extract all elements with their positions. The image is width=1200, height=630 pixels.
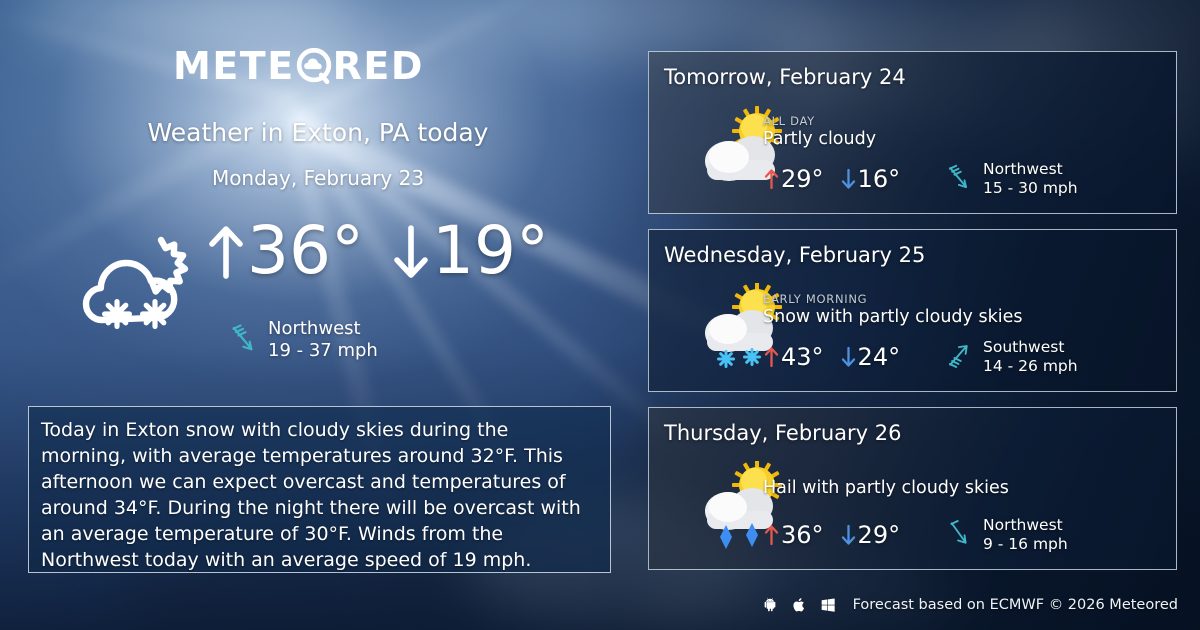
today-wind-direction: Northwest (268, 318, 361, 339)
forecast-metrics: 36° 29° (763, 516, 1068, 554)
forecast-period: EARLY MORNING (763, 292, 868, 306)
forecast-wind: Southwest 14 - 26 mph (945, 338, 1078, 376)
forecast-min-group: 24° (840, 342, 901, 371)
forecast-body: Hail with partly cloudy skies (763, 478, 1167, 570)
forecast-max-group: 36° (763, 523, 824, 547)
today-wind: Northwest 19 - 37 mph (228, 318, 378, 361)
forecast-card[interactable]: Tomorrow, February 24 (648, 51, 1177, 214)
forecast-wind-text: Northwest 15 - 30 mph (983, 160, 1078, 198)
forecast-wind-text: Northwest 9 - 16 mph (983, 516, 1068, 554)
forecast-metrics: 43° 24° (763, 338, 1078, 376)
forecast-min-group: 29° (840, 520, 901, 549)
forecast-min-temp: 24° (857, 342, 901, 371)
forecast-wind: Northwest 15 - 30 mph (945, 160, 1078, 198)
forecast-wind-direction: Northwest (983, 160, 1063, 178)
forecast-max-temp: 29° (781, 164, 824, 193)
arrow-down-icon (390, 220, 432, 282)
hail-partly-cloudy-icon (695, 460, 795, 551)
forecast-temperatures: 36° 29° (763, 523, 945, 547)
arrow-up-icon (205, 220, 247, 282)
apple-icon[interactable] (791, 597, 807, 613)
forecast-temperatures: 29° 16° (763, 167, 945, 191)
forecast-wind-text: Southwest 14 - 26 mph (983, 338, 1078, 376)
forecast-card[interactable]: Wednesday, February 25 (648, 229, 1177, 392)
android-icon[interactable] (762, 597, 778, 613)
meteored-logo[interactable]: METE RED (173, 44, 424, 88)
windows-icon[interactable] (820, 597, 836, 613)
page-title: Weather in Exton, PA today (147, 118, 489, 147)
today-min-temp: 19° (431, 212, 549, 289)
today-wind-speed: 19 - 37 mph (268, 339, 378, 361)
logo-text-right: RED (332, 44, 424, 88)
wind-direction-southwest-icon (945, 340, 972, 374)
forecast-min-group: 16° (840, 164, 901, 193)
arrow-up-icon (763, 345, 780, 369)
forecast-max-temp: 36° (781, 520, 824, 549)
forecast-wind-direction: Southwest (983, 338, 1065, 356)
today-description-text: Today in Exton snow with cloudy skies du… (41, 419, 581, 572)
arrow-down-icon (840, 345, 857, 369)
today-max-temp: 36° (247, 212, 364, 289)
today-description-box: Today in Exton snow with cloudy skies du… (28, 406, 611, 573)
forecast-date: Thursday, February 26 (664, 421, 902, 445)
forecast-period: ALL DAY (763, 114, 815, 128)
forecast-max-group: 43° (763, 345, 824, 369)
forecast-body: ALL DAY Partly cloudy (763, 114, 1167, 206)
forecast-wind-speed: 14 - 26 mph (983, 356, 1078, 375)
today-max-temp-group: 36° (205, 218, 364, 284)
forecast-temperatures: 43° 24° (763, 345, 945, 369)
partly-cloudy-icon (695, 105, 795, 195)
forecast-wind: Northwest 9 - 16 mph (945, 516, 1068, 554)
forecast-metrics: 29° 16° (763, 160, 1078, 198)
forecast-condition: Hail with partly cloudy skies (763, 478, 1009, 498)
arrow-up-icon (763, 523, 780, 547)
forecast-date: Wednesday, February 25 (664, 243, 926, 267)
forecast-min-temp: 16° (857, 164, 901, 193)
footer-credit: Forecast based on ECMWF © 2026 Meteored (852, 597, 1178, 613)
arrow-down-icon (840, 167, 857, 191)
forecast-wind-speed: 9 - 16 mph (983, 534, 1068, 553)
today-temperatures: 36° 19° (205, 218, 549, 284)
snow-partly-cloudy-icon (695, 282, 795, 373)
footer: Forecast based on ECMWF © 2026 Meteored (648, 592, 1178, 618)
forecast-max-group: 29° (763, 167, 824, 191)
app-store-icons (762, 597, 836, 613)
forecast-wind-direction: Northwest (983, 516, 1063, 534)
today-date: Monday, February 23 (211, 166, 425, 190)
arrow-down-icon (840, 523, 857, 547)
logo-text-left: METE (173, 44, 295, 88)
today-min-temp-group: 19° (390, 218, 549, 284)
today-conditions-row: 36° 19° (0, 218, 636, 368)
today-panel: METE RED Weather in Exton, PA today Mond… (0, 44, 636, 573)
snow-partly-cloudy-outline-icon (78, 228, 200, 333)
arrow-up-icon (763, 167, 780, 191)
forecast-condition: Partly cloudy (763, 129, 877, 149)
wind-direction-northwest-icon (945, 162, 972, 196)
wind-direction-northwest-icon (228, 321, 258, 359)
forecast-wind-speed: 15 - 30 mph (983, 178, 1078, 197)
forecast-body: EARLY MORNING Snow with partly cloudy sk… (763, 292, 1167, 384)
forecast-max-temp: 43° (781, 342, 824, 371)
forecast-min-temp: 29° (857, 520, 901, 549)
forecast-condition: Snow with partly cloudy skies (763, 307, 1023, 327)
forecast-card[interactable]: Thursday, February 26 (648, 407, 1177, 570)
forecast-date: Tomorrow, February 24 (664, 65, 906, 89)
cloud-logo-icon (296, 47, 332, 85)
today-wind-text: Northwest 19 - 37 mph (268, 318, 378, 361)
wind-direction-northwest-icon (945, 518, 972, 552)
